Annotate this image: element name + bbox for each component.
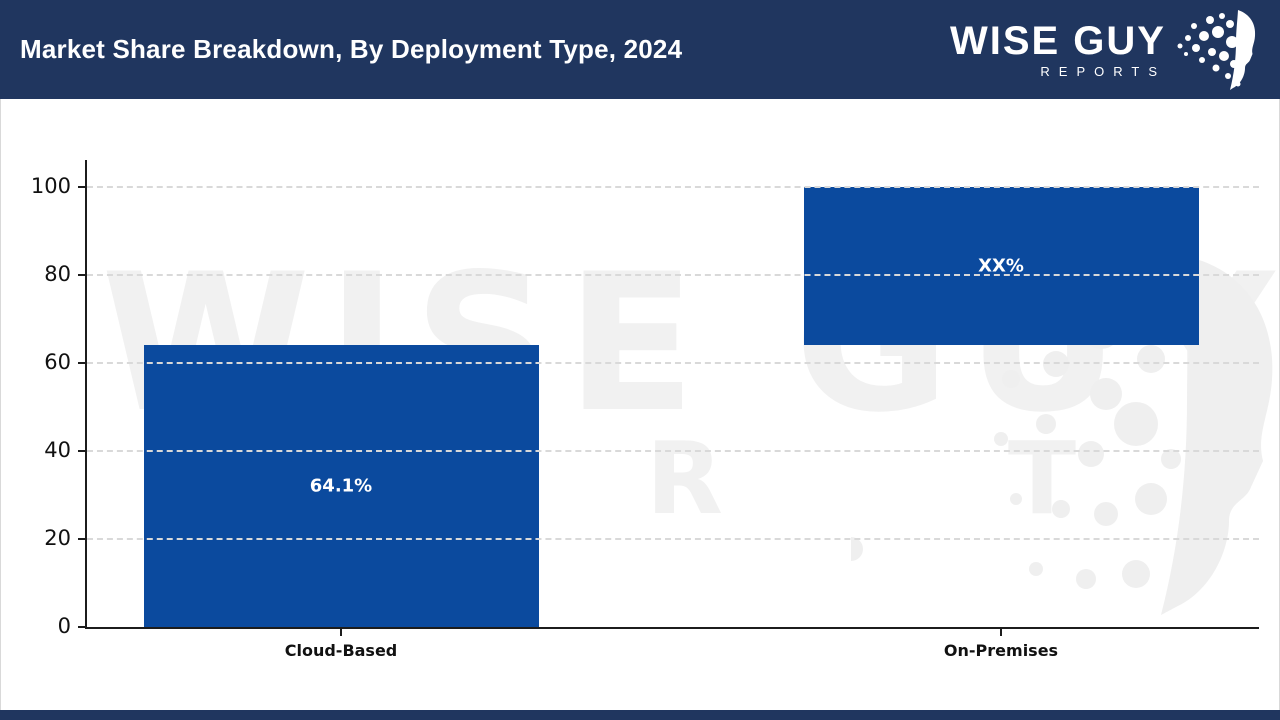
bar-value-label: XX% xyxy=(978,255,1024,277)
x-tick-0 xyxy=(340,629,342,636)
brand-logo-text: WISE GUY REPORTS xyxy=(950,21,1166,78)
x-category-label: Cloud-Based xyxy=(284,641,398,660)
gridline-80 xyxy=(87,274,1259,276)
brand-logo: WISE GUY REPORTS xyxy=(950,8,1258,92)
y-tick-100 xyxy=(78,186,85,188)
y-tick-80 xyxy=(78,274,85,276)
y-axis-line xyxy=(85,160,87,629)
x-axis-line xyxy=(85,627,1259,629)
y-tick-20 xyxy=(78,538,85,540)
bar-on-premises xyxy=(803,187,1199,345)
gridline-40 xyxy=(87,450,1259,452)
y-tick-label-100: 100 xyxy=(30,174,71,198)
gridline-20 xyxy=(87,538,1259,540)
y-tick-label-60: 60 xyxy=(44,350,71,374)
gridline-100 xyxy=(87,186,1259,188)
bar-cloud-based xyxy=(143,344,539,627)
watermark-text-2: R T S xyxy=(646,420,1279,537)
y-tick-label-80: 80 xyxy=(44,262,71,286)
brand-subtitle: REPORTS xyxy=(1040,64,1166,79)
y-tick-label-20: 20 xyxy=(44,526,71,550)
y-tick-40 xyxy=(78,450,85,452)
page-title: Market Share Breakdown, By Deployment Ty… xyxy=(20,34,683,64)
x-category-label: On-Premises xyxy=(943,641,1059,660)
y-tick-60 xyxy=(78,362,85,364)
y-tick-label-0: 0 xyxy=(57,614,71,638)
x-tick-1 xyxy=(1000,629,1002,636)
header-bar: Market Share Breakdown, By Deployment Ty… xyxy=(0,0,1280,99)
brand-name: WISE GUY xyxy=(949,19,1166,63)
bar-value-label: 64.1% xyxy=(309,475,373,497)
y-tick-label-40: 40 xyxy=(44,438,71,462)
gridline-60 xyxy=(87,362,1259,364)
logo-face-icon xyxy=(1177,9,1256,90)
footer-bar xyxy=(0,710,1280,720)
plot-region: WISE GUY R T S xyxy=(0,99,1280,710)
y-tick-0 xyxy=(78,626,85,628)
